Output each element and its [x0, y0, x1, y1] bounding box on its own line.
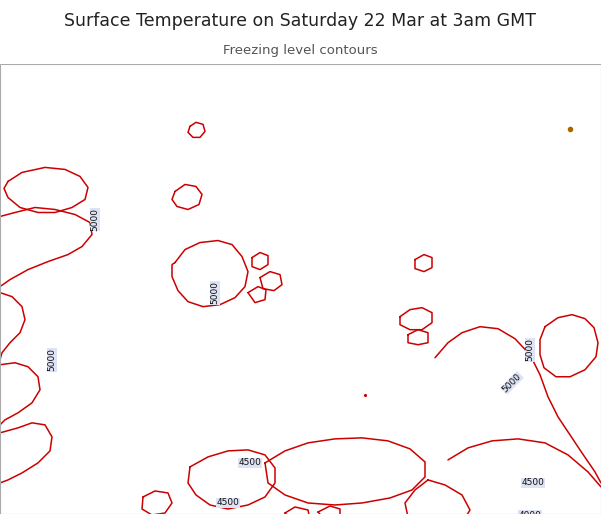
Text: 4500: 4500: [216, 499, 239, 507]
Text: 5000: 5000: [525, 338, 534, 361]
Text: Surface Temperature on Saturday 22 Mar at 3am GMT: Surface Temperature on Saturday 22 Mar a…: [64, 11, 537, 30]
Text: 5000: 5000: [501, 372, 523, 394]
Text: 5000: 5000: [210, 281, 219, 304]
Text: 4500: 4500: [522, 479, 545, 487]
Text: 5000: 5000: [47, 348, 56, 371]
Text: 5000: 5000: [91, 208, 100, 231]
Text: 4500: 4500: [239, 458, 261, 467]
Text: Freezing level contours: Freezing level contours: [223, 44, 378, 57]
Text: 4000: 4000: [519, 510, 542, 514]
